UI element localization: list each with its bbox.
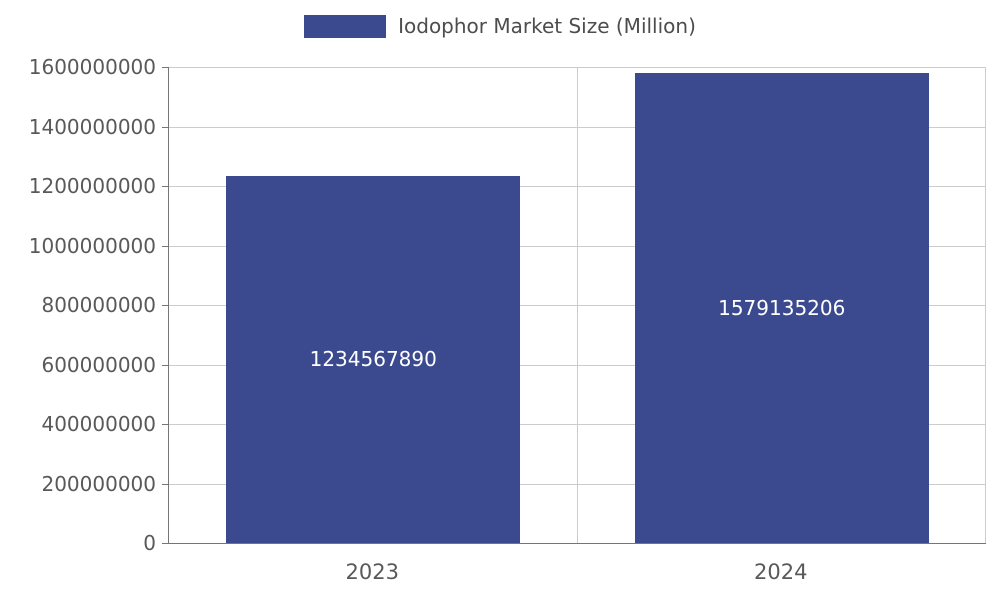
x-tick-label: 2023 <box>345 560 399 584</box>
y-tick-mark-icon <box>162 543 168 544</box>
y-tick-label: 1600000000 <box>28 55 156 79</box>
bar: 1579135206 <box>634 73 929 543</box>
legend-swatch-icon <box>304 14 387 38</box>
legend-label: Iodophor Market Size (Million) <box>398 14 696 38</box>
y-tick-label: 1400000000 <box>28 114 156 139</box>
bar-value-label: 1579135206 <box>718 296 846 321</box>
y-tick-mark-icon <box>162 483 168 485</box>
y-tick-mark-icon <box>162 67 168 68</box>
bar: 1234567890 <box>226 175 521 543</box>
y-tick-mark-icon <box>162 424 168 425</box>
v-gridline <box>985 67 986 543</box>
y-tick-mark-icon <box>162 305 168 306</box>
plot-area: 1234567890 1579135206 <box>168 67 986 544</box>
y-tick-mark-icon <box>162 126 168 128</box>
y-tick-mark-icon <box>162 186 168 187</box>
x-tick-label: 2024 <box>754 560 808 584</box>
y-tick-label: 0 <box>143 531 156 555</box>
y-tick-label: 200000000 <box>41 471 156 496</box>
y-tick-label: 600000000 <box>41 352 156 377</box>
y-tick-label: 1000000000 <box>28 233 156 258</box>
y-tick-label: 400000000 <box>41 412 156 436</box>
y-tick-label: 1200000000 <box>28 174 156 198</box>
y-tick-label: 800000000 <box>41 293 156 317</box>
v-gridline <box>577 67 578 543</box>
y-tick-mark-icon <box>162 364 168 366</box>
y-tick-mark-icon <box>162 245 168 247</box>
bar-value-label: 1234567890 <box>309 347 437 372</box>
legend: Iodophor Market Size (Million) <box>0 14 1000 38</box>
